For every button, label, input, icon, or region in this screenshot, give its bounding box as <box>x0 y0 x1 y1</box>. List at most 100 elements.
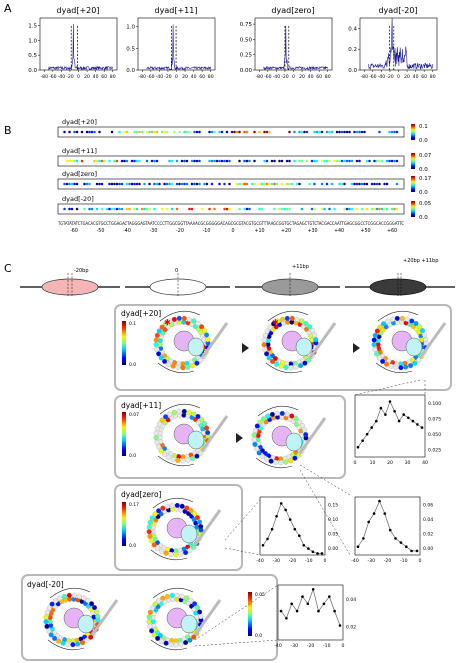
inset-x-tick-label: -10 <box>400 558 408 564</box>
sequence-dot <box>220 159 224 163</box>
x-tick-label: -40 <box>156 74 164 80</box>
sequence-dot <box>320 159 324 163</box>
sequence-dot <box>340 130 344 134</box>
dna-bead <box>300 423 306 429</box>
x-tick-label: 0 <box>175 74 178 80</box>
inset-point <box>301 595 304 598</box>
dna-bead <box>164 593 170 599</box>
inset-y-tick-label: 0.050 <box>428 432 441 438</box>
row-dyad-minus20: dyad[-20] 0.05 0.0 <box>57 195 432 221</box>
position-label: -30 <box>150 228 158 234</box>
dna-bead <box>163 550 169 556</box>
dna-bead <box>283 459 289 465</box>
dna-bead <box>71 592 77 598</box>
inset-x-tick-label: -20 <box>289 558 297 564</box>
inset-point <box>293 527 297 531</box>
sequence-dot <box>120 207 124 211</box>
inset-x-tick-label: -40 <box>256 558 264 564</box>
rotation-arrow <box>152 587 194 599</box>
inset-point <box>288 518 292 521</box>
sequence-dot <box>378 207 381 211</box>
x-tick-label: -80 <box>256 74 264 80</box>
sequence-dot <box>308 182 311 186</box>
dna-bead <box>251 432 257 438</box>
dna-bead <box>169 502 175 508</box>
nucleosome-structure <box>146 497 222 561</box>
sequence-dot <box>73 130 76 134</box>
sequence-dot <box>70 207 74 211</box>
inset-point <box>266 537 269 541</box>
inset-line <box>280 588 341 626</box>
inset-x-tick-label: 10 <box>370 460 376 466</box>
dna-bead <box>381 321 387 327</box>
sequence-dot <box>128 182 131 186</box>
sequence-dot <box>188 130 191 134</box>
sequence-dot <box>275 182 279 186</box>
rotation-arrow <box>159 403 201 415</box>
sequence-dot <box>80 159 84 163</box>
row-title: dyad[+11] <box>62 147 97 155</box>
group-box-dyad-zero <box>114 484 243 571</box>
dna-bead <box>195 321 201 327</box>
dna-bead <box>187 637 193 643</box>
sequence-dot <box>208 207 211 211</box>
sequence-dot <box>343 207 346 211</box>
group-box-dyad-plus11 <box>114 395 346 479</box>
inset-point <box>285 617 288 620</box>
sequence-dot <box>148 182 151 186</box>
inset-connectors <box>194 379 426 647</box>
dna-bead <box>169 592 175 598</box>
dna-bead <box>199 417 205 423</box>
sequence-dot <box>233 130 236 134</box>
inset-point <box>365 432 369 436</box>
sequence-dot <box>258 182 261 186</box>
dna-bead <box>167 318 173 324</box>
dna-bead <box>198 524 204 530</box>
rotation-arrow <box>157 362 195 374</box>
sequence-dot <box>388 159 391 163</box>
sequence-dot <box>358 182 361 186</box>
inset-y-tick-label: 0.05 <box>328 531 338 537</box>
sequence-dot <box>75 207 79 211</box>
y-tick-label: 0.5 <box>126 46 135 52</box>
sequence-dot <box>75 130 79 134</box>
sequence-dot <box>330 182 334 186</box>
rotation-arrow <box>255 457 293 469</box>
dna-bead <box>194 453 200 459</box>
sequence-dot <box>325 159 329 163</box>
sequence-dot <box>113 207 116 211</box>
inset-point <box>372 512 376 515</box>
sequence-dot <box>238 182 241 186</box>
sequence-dot <box>365 207 369 211</box>
dna-bead <box>163 414 169 420</box>
inset-point <box>284 508 288 512</box>
sequence-dot <box>135 130 139 134</box>
dna-bead <box>265 413 271 419</box>
sequence-dot <box>140 130 144 134</box>
sequence-dot <box>303 130 306 134</box>
rotation-arrow <box>265 362 303 374</box>
sequence-dot <box>360 182 364 186</box>
inset-point <box>270 527 274 531</box>
dna-bead <box>307 324 313 330</box>
subplot-title: dyad[+20] <box>57 6 100 15</box>
dna-bead <box>195 414 201 420</box>
sequence-dot <box>75 182 79 186</box>
sequence-dot <box>315 130 319 134</box>
dna-bead <box>297 419 303 425</box>
x-tick-label: -20 <box>66 74 74 80</box>
remodeler-domain <box>77 614 95 634</box>
nucleosome-label: -20bp <box>74 268 89 274</box>
dna-bead <box>61 593 67 599</box>
dna-bead <box>44 609 50 615</box>
colorbar-max: 0.17 <box>419 176 432 182</box>
colorbar <box>122 321 126 365</box>
dna-bead <box>170 363 176 369</box>
dna-bead <box>198 357 204 363</box>
sequence-dot <box>360 207 364 211</box>
sequence-dot <box>265 159 269 163</box>
sequence-dot <box>115 207 119 211</box>
sequence-dot <box>210 159 214 163</box>
sequence-dot <box>238 159 241 163</box>
position-label: -50 <box>97 228 105 234</box>
